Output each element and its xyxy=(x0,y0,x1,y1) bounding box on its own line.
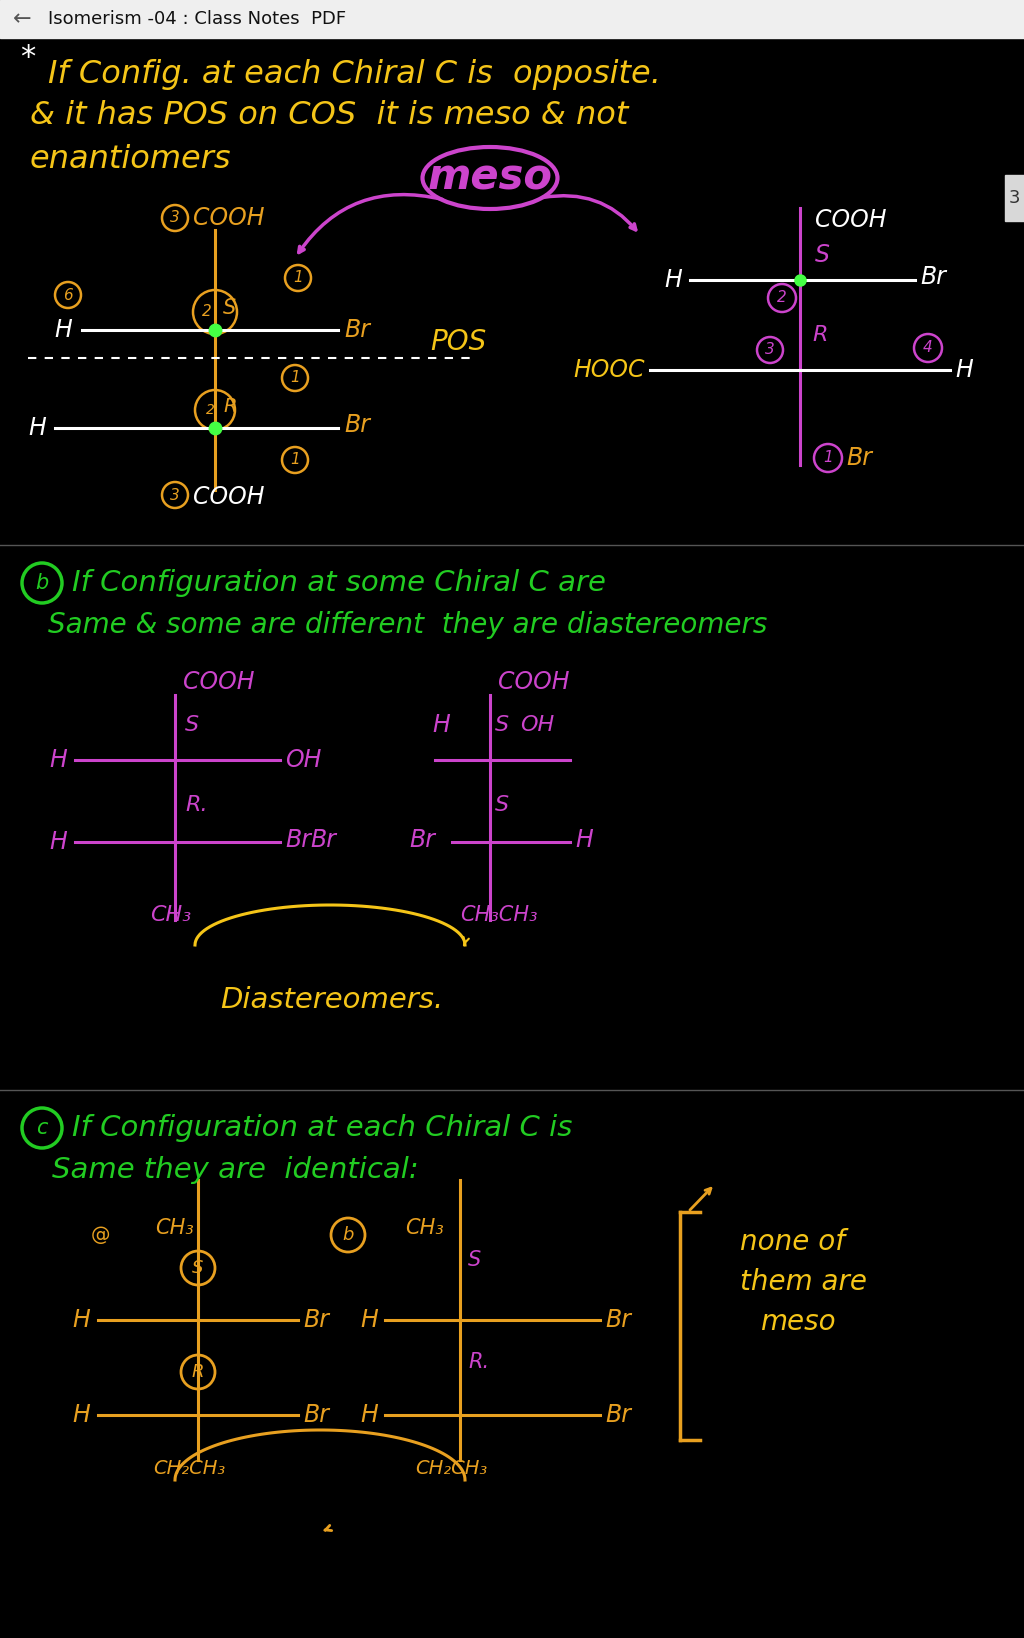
Text: If Configuration at some Chiral C are: If Configuration at some Chiral C are xyxy=(72,568,606,596)
Text: Br: Br xyxy=(409,827,435,852)
Text: CH₃: CH₃ xyxy=(406,1219,443,1238)
Text: meso: meso xyxy=(760,1309,836,1337)
Text: CH₂CH₃: CH₂CH₃ xyxy=(153,1458,225,1477)
Text: 3: 3 xyxy=(1009,188,1020,206)
Text: HOOC: HOOC xyxy=(573,359,645,382)
Text: R: R xyxy=(223,396,237,416)
Text: H: H xyxy=(49,749,67,771)
Text: Br: Br xyxy=(605,1404,631,1427)
Text: 2: 2 xyxy=(206,403,214,418)
Text: meso: meso xyxy=(427,157,553,198)
Text: CH₃: CH₃ xyxy=(150,906,191,925)
Text: 1: 1 xyxy=(293,270,303,285)
Text: POS: POS xyxy=(430,328,486,355)
Text: ←: ← xyxy=(12,8,32,29)
Text: COOH: COOH xyxy=(193,485,264,509)
Text: CH₃CH₃: CH₃CH₃ xyxy=(460,906,538,925)
Text: enantiomers: enantiomers xyxy=(30,144,231,175)
Text: Br: Br xyxy=(303,1404,329,1427)
Text: 1: 1 xyxy=(823,450,833,465)
Text: OH: OH xyxy=(520,716,554,735)
Text: 4: 4 xyxy=(923,341,933,355)
Text: H: H xyxy=(665,269,682,292)
Text: Diastereomers.: Diastereomers. xyxy=(220,986,443,1014)
Text: R.: R. xyxy=(468,1351,489,1373)
Text: S: S xyxy=(815,242,830,267)
Text: 3: 3 xyxy=(765,342,775,357)
Text: COOH: COOH xyxy=(183,670,255,695)
Text: 6: 6 xyxy=(63,288,73,303)
Text: *: * xyxy=(20,44,36,72)
Text: Br: Br xyxy=(605,1309,631,1332)
Text: H: H xyxy=(360,1309,378,1332)
Text: Isomerism -04 : Class Notes  PDF: Isomerism -04 : Class Notes PDF xyxy=(48,10,346,28)
Text: Br: Br xyxy=(310,827,336,852)
Text: Same they are  identical:: Same they are identical: xyxy=(52,1156,419,1184)
Text: Br: Br xyxy=(920,265,946,288)
Text: COOH: COOH xyxy=(498,670,569,695)
Bar xyxy=(0,0,1024,38)
Text: Br: Br xyxy=(285,827,311,852)
Text: none of: none of xyxy=(740,1228,845,1256)
Text: H: H xyxy=(73,1309,90,1332)
Text: CH₃: CH₃ xyxy=(155,1219,194,1238)
Text: 3: 3 xyxy=(170,211,180,226)
Text: COOH: COOH xyxy=(815,208,887,233)
Text: S: S xyxy=(495,716,509,735)
Text: S: S xyxy=(468,1250,481,1269)
Text: them are: them are xyxy=(740,1268,867,1296)
Text: If Config. at each Chiral C is  opposite.: If Config. at each Chiral C is opposite. xyxy=(48,59,660,90)
Text: Br: Br xyxy=(344,413,370,437)
Text: H: H xyxy=(432,713,450,737)
Text: b: b xyxy=(36,573,48,593)
Text: Br: Br xyxy=(303,1309,329,1332)
Text: If Configuration at each Chiral C is: If Configuration at each Chiral C is xyxy=(72,1114,572,1142)
Text: 1: 1 xyxy=(290,370,300,385)
Text: b: b xyxy=(342,1225,353,1243)
Text: 3: 3 xyxy=(170,488,180,503)
Text: H: H xyxy=(73,1404,90,1427)
Text: Br: Br xyxy=(846,446,872,470)
Text: H: H xyxy=(955,359,973,382)
Text: S: S xyxy=(185,716,199,735)
Text: @: @ xyxy=(90,1225,110,1245)
Text: c: c xyxy=(36,1119,48,1138)
Text: CH₂CH₃: CH₂CH₃ xyxy=(415,1458,487,1477)
Text: H: H xyxy=(575,827,593,852)
Text: S: S xyxy=(193,1260,204,1278)
Text: S: S xyxy=(495,794,509,816)
Text: H: H xyxy=(54,318,72,342)
Text: R: R xyxy=(812,324,827,346)
Text: OH: OH xyxy=(285,749,322,771)
Text: R.: R. xyxy=(185,794,208,816)
Text: S: S xyxy=(223,298,237,318)
Text: Br: Br xyxy=(344,318,370,342)
Text: R: R xyxy=(191,1363,204,1381)
Text: H: H xyxy=(49,830,67,853)
Text: 1: 1 xyxy=(290,452,300,467)
Text: H: H xyxy=(29,416,46,441)
Text: 2: 2 xyxy=(777,290,786,306)
Text: Same & some are different  they are diastereomers: Same & some are different they are diast… xyxy=(48,611,767,639)
Text: 2: 2 xyxy=(202,305,212,319)
Text: & it has POS on COS  it is meso & not: & it has POS on COS it is meso & not xyxy=(30,100,629,131)
Text: COOH: COOH xyxy=(193,206,264,229)
Text: H: H xyxy=(360,1404,378,1427)
Bar xyxy=(1005,175,1024,221)
